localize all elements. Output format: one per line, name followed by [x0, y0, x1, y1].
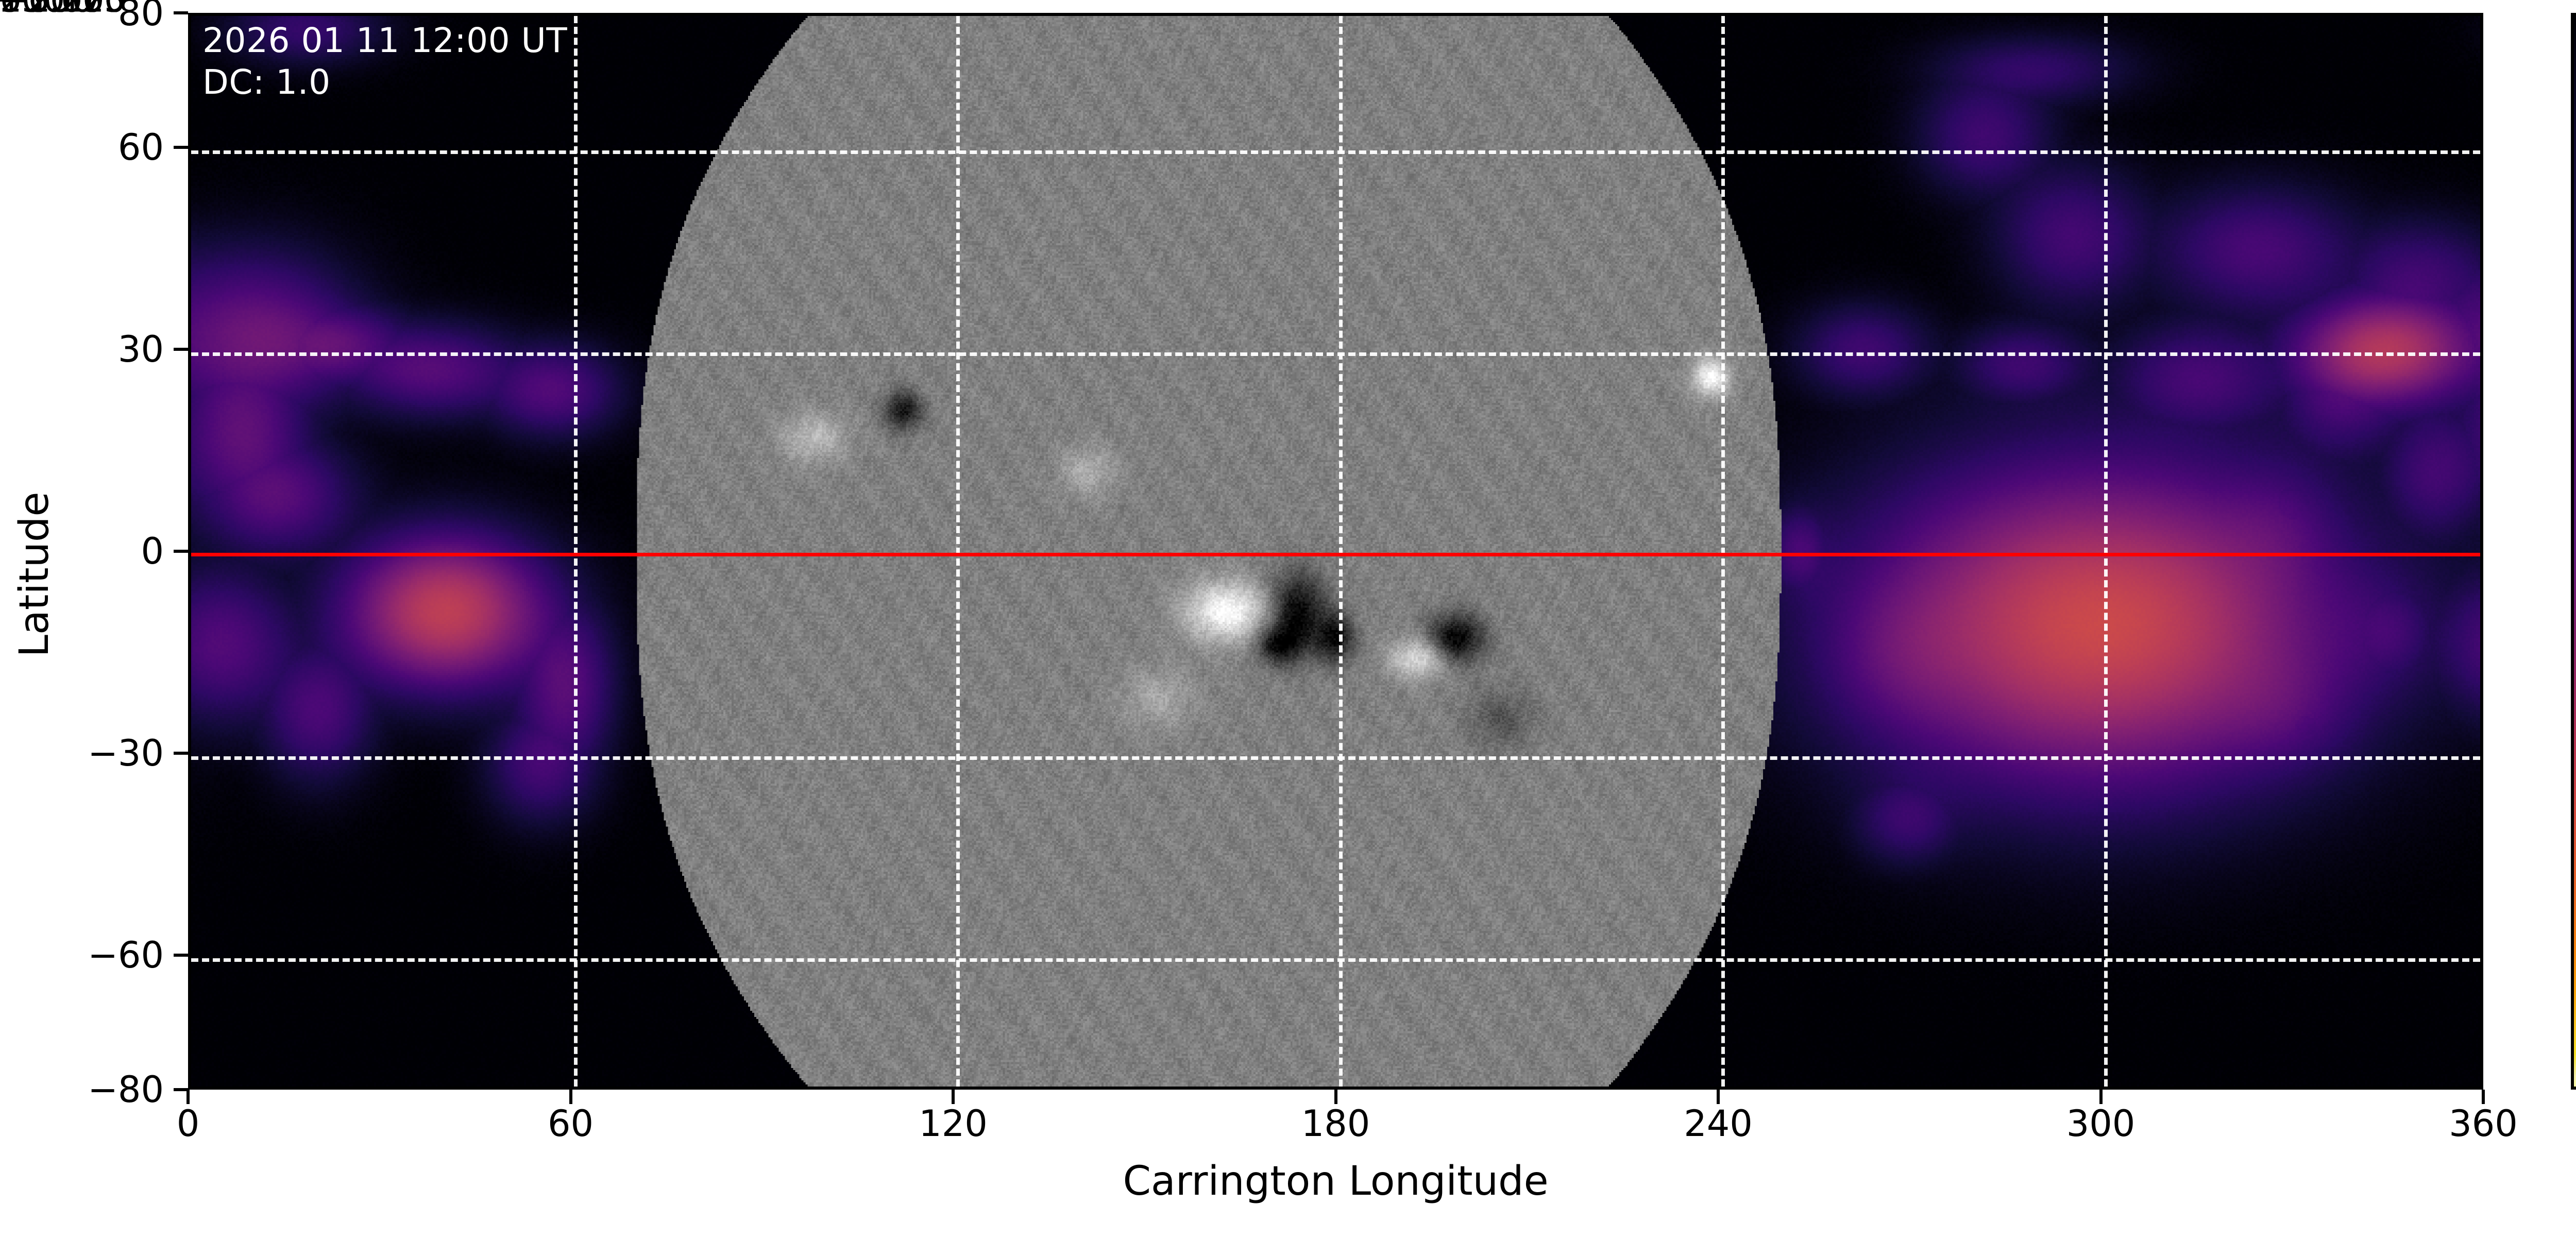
colorbar-tick-mark [0, 0, 15, 2]
colorbar-tick-label: 100 [0, 0, 65, 20]
y-tick-label: −60 [88, 934, 164, 976]
colorbar-tick-label: −150 [0, 0, 94, 20]
x-axis-title: Carrington Longitude [1123, 1158, 1549, 1205]
y-tick-label: −30 [88, 732, 164, 774]
y-tick-mark [174, 550, 188, 553]
x-tick-label: 120 [919, 1103, 988, 1145]
annotation-datetime: 2026 01 11 12:00 UT [202, 21, 568, 60]
y-axis-tick-labels: 80 60 30 0 −30 −60 −80 [0, 0, 164, 1238]
x-tick-mark [2482, 1090, 2485, 1104]
y-tick-label: 60 [117, 126, 164, 169]
x-tick-label: 360 [2449, 1103, 2518, 1145]
latitude-gridline [191, 756, 2480, 760]
x-tick-label: 240 [1684, 1103, 1753, 1145]
longitude-gridline [1338, 16, 1343, 1087]
longitude-gridline [956, 16, 960, 1087]
y-tick-mark [174, 348, 188, 351]
longitude-gridline [2104, 16, 2108, 1087]
x-tick-label: 300 [2066, 1103, 2136, 1145]
x-tick-mark [1334, 1090, 1337, 1104]
y-tick-mark [174, 751, 188, 755]
colorbar-tick-label: −0.150 [0, 0, 126, 20]
colorbar-tick-label: 0 [0, 0, 22, 20]
latitude-gridline [191, 352, 2480, 357]
latitude-gridline [191, 150, 2480, 155]
equator-line [191, 553, 2480, 556]
colorbar-tick-label: −0.175 [0, 0, 126, 20]
y-tick-mark [174, 1088, 188, 1091]
colorbar-tick-label: −0.200 [0, 0, 126, 20]
y-tick-mark [174, 11, 188, 14]
colorbar-tick-label: −0.050 [0, 0, 126, 20]
colorbar-tick-label: −0.250 [0, 0, 126, 20]
synoptic-map-image [191, 16, 2480, 1087]
x-tick-label: 180 [1301, 1103, 1370, 1145]
latitude-gridline [191, 958, 2480, 962]
colorbar-tick-label: −0.075 [0, 0, 126, 20]
colorbar-tick-label: −0.125 [0, 0, 126, 20]
longitude-gridline [573, 16, 578, 1087]
y-axis-tick-marks [174, 0, 188, 1238]
longitude-gridline [1721, 16, 1725, 1087]
x-tick-label: 0 [176, 1103, 200, 1145]
x-tick-mark [187, 1090, 190, 1104]
x-tick-mark [952, 1090, 955, 1104]
y-tick-label: 0 [141, 530, 164, 572]
y-tick-label: 30 [117, 328, 164, 371]
y-tick-label: 80 [117, 0, 164, 34]
colorbar-tick-label: −100 [0, 0, 94, 20]
synoptic-map-plot[interactable]: 2026 01 11 12:00 UT DC: 1.0 [188, 13, 2483, 1090]
colorbar-tick-label: 200 [0, 0, 65, 20]
x-tick-label: 60 [547, 1103, 594, 1145]
colorbar-tick-label: 50 [0, 0, 43, 20]
plot-inner: 2026 01 11 12:00 UT DC: 1.0 [191, 16, 2480, 1087]
y-tick-label: −80 [88, 1069, 164, 1111]
x-tick-mark [569, 1090, 572, 1104]
colorbar-tick-label: −200 [0, 0, 94, 20]
y-tick-mark [174, 146, 188, 149]
colorbar-tick-label: 150 [0, 0, 65, 20]
colorbar-tick-label: −0.225 [0, 0, 126, 20]
colorbar-tick-label: −0.100 [0, 0, 126, 20]
colorbar-tick-label: −50 [0, 0, 72, 20]
annotation-duty-cycle: DC: 1.0 [202, 62, 331, 102]
farside-colorbar[interactable] [2571, 13, 2576, 1090]
timestamp-annotation: 2026 01 11 12:00 UT DC: 1.0 [202, 20, 567, 103]
x-tick-mark [2099, 1090, 2103, 1104]
y-axis-title: Latitude [11, 491, 58, 657]
x-tick-mark [1717, 1090, 1720, 1104]
y-tick-mark [174, 953, 188, 957]
